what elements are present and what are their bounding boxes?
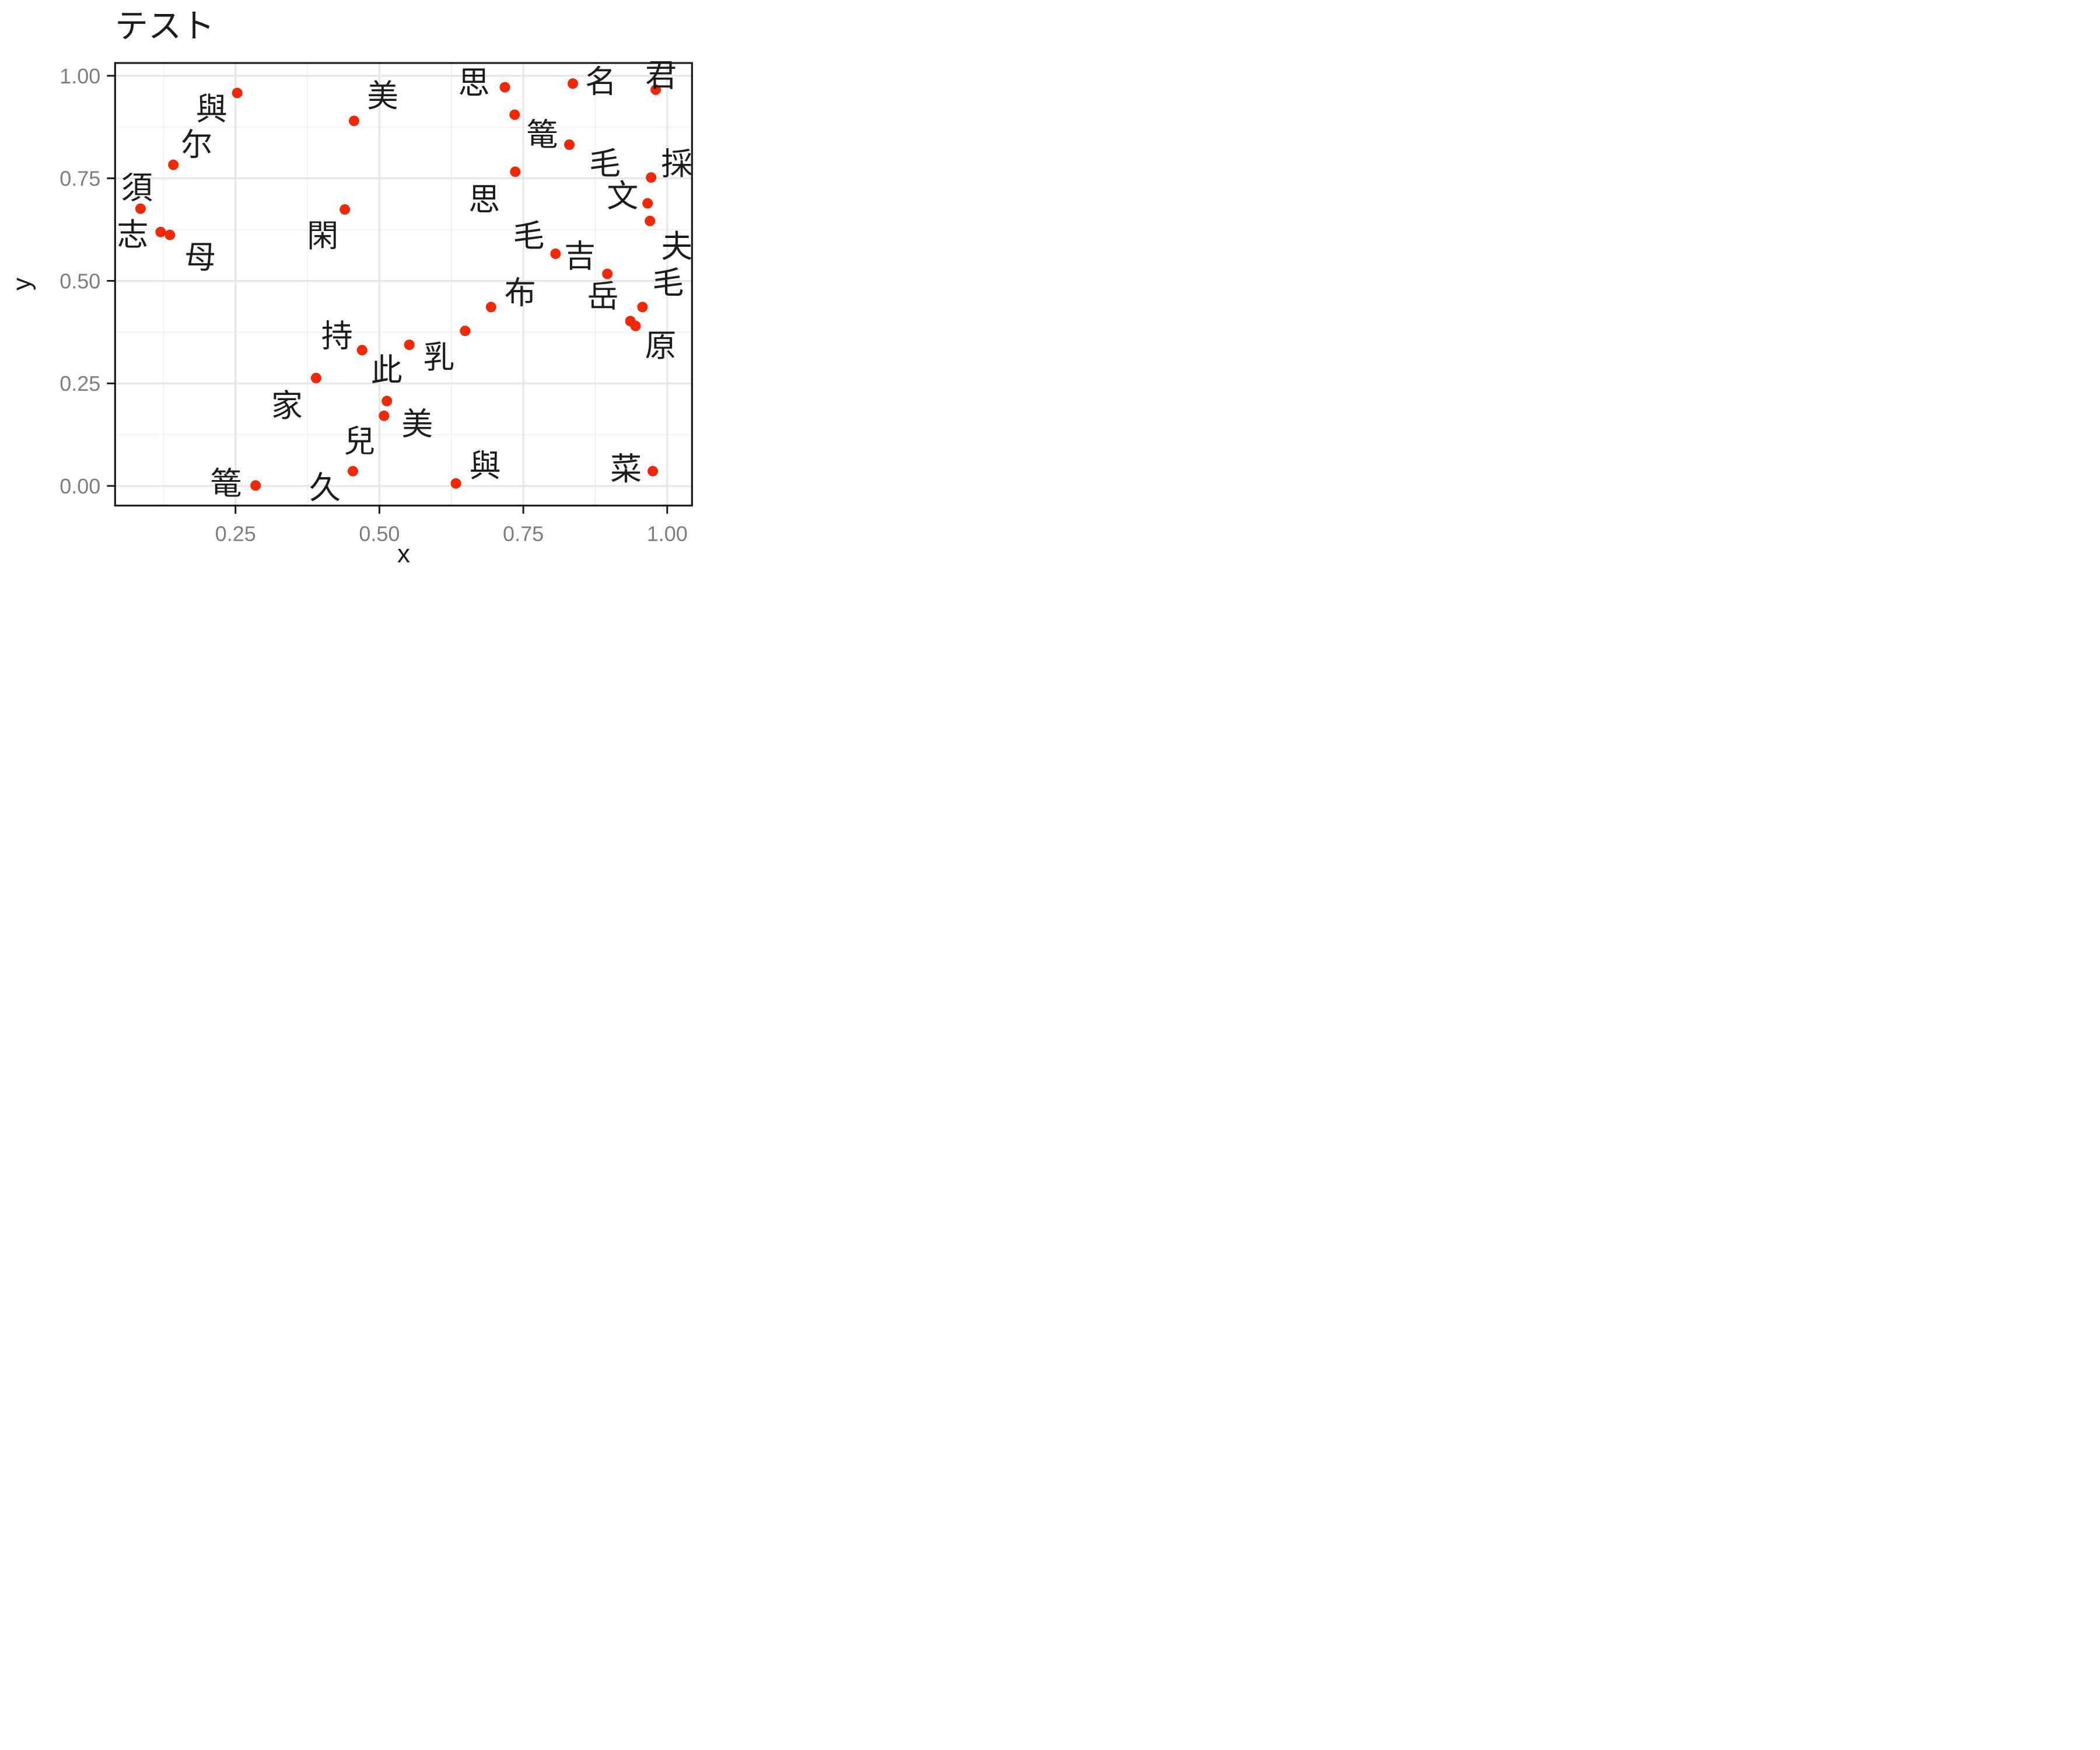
point-label: 閑: [307, 219, 338, 254]
point-label: 尔: [181, 128, 212, 163]
point-label: 志: [117, 218, 148, 253]
point-label: 思: [459, 66, 490, 101]
x-tick-label: 0.25: [215, 522, 256, 546]
scatter-point: [450, 478, 461, 489]
scatter-point: [645, 215, 656, 226]
scatter-point: [382, 396, 393, 407]
point-label: 持: [321, 318, 353, 354]
y-tick-label: 1.00: [60, 64, 100, 88]
scatter-point: [650, 84, 662, 95]
scatter-points: [135, 78, 662, 491]
point-label: 篭: [210, 466, 242, 501]
point-label: 毛: [513, 219, 544, 254]
y-axis-title: y: [8, 278, 36, 290]
scatter-point: [510, 166, 521, 177]
scatter-point: [356, 345, 368, 356]
scatter-point: [550, 249, 561, 259]
scatter-point: [310, 373, 321, 384]
point-label: 家: [271, 388, 303, 424]
axis-tick-labels: 0.25 0.50 0.75 1.00 0.00 0.25 0.50 0.75 1.00: [60, 64, 688, 546]
y-tick-label: 0.25: [60, 372, 100, 396]
point-label: 久: [309, 471, 341, 506]
point-label: 思: [468, 182, 500, 217]
point-label: 乳: [423, 340, 454, 375]
scatter-chart-figure: テスト 0.25 0.50 0.75 1.00 0.00 0.25 0.50 0.75 1.00…: [0, 0, 700, 583]
scatter-point: [379, 410, 390, 421]
point-label: 名: [585, 64, 617, 99]
y-tick-label: 0.50: [60, 269, 100, 293]
point-label: 吉: [564, 239, 596, 274]
point-label: 與: [470, 449, 501, 484]
panel-border: [114, 62, 693, 507]
point-label: 兒: [344, 424, 375, 459]
scatter-point: [349, 116, 359, 127]
point-label: 毛: [589, 146, 621, 181]
x-tick-label: 0.75: [503, 522, 544, 546]
scatter-point: [250, 480, 261, 491]
scatter-point: [232, 88, 243, 99]
axis-ticks: [107, 75, 668, 514]
scatter-point: [564, 139, 575, 150]
point-label: 菜: [610, 452, 642, 487]
y-tick-label: 0.00: [60, 474, 100, 498]
point-label: 布: [505, 275, 536, 310]
scatter-point: [509, 109, 520, 120]
point-label: 母: [184, 240, 216, 275]
scatter-point: [602, 268, 613, 279]
x-tick-label: 1.00: [647, 522, 688, 546]
scatter-point: [485, 302, 496, 313]
point-label: 須: [121, 171, 153, 206]
scatter-point: [637, 302, 648, 313]
panel-border-rect: [114, 62, 693, 507]
point-label: 此: [371, 353, 402, 388]
scatter-point: [648, 466, 659, 477]
gridlines-minor: [115, 63, 692, 506]
point-label: 夫: [661, 229, 692, 264]
x-tick-label: 0.50: [359, 522, 400, 546]
point-label: 原: [645, 328, 677, 363]
scatter-point: [460, 326, 471, 337]
scatter-point: [404, 340, 415, 351]
point-label: 採: [661, 146, 692, 181]
scatter-point: [155, 226, 166, 237]
point-label: 岳: [587, 279, 619, 314]
scatter-point: [642, 198, 653, 209]
point-label: 文: [607, 179, 638, 214]
point-labels: 與尔須志母美閑思篭名 君毛思採文夫毛吉毛岳原布乳此持家美兒久篭與菜: [117, 58, 692, 506]
point-label: 毛: [652, 265, 684, 300]
scatter-point: [499, 82, 510, 93]
scatter-point: [348, 466, 358, 477]
scatter-point: [646, 172, 657, 183]
point-label: 美: [367, 79, 398, 114]
scatter-point: [630, 320, 641, 331]
scatter-point: [568, 78, 578, 89]
chart-canvas: テスト 0.25 0.50 0.75 1.00 0.00 0.25 0.50 0.75 1.00…: [8, 8, 693, 568]
scatter-point: [168, 159, 179, 170]
x-axis-title: x: [397, 540, 410, 568]
point-label: 君: [645, 58, 677, 93]
point-label: 篭: [526, 118, 558, 153]
scatter-point: [340, 204, 351, 215]
y-tick-label: 0.75: [60, 167, 100, 191]
point-label: 美: [401, 407, 433, 442]
chart-title: テスト: [115, 8, 215, 45]
scatter-point: [164, 229, 176, 240]
point-label: 與: [196, 92, 228, 127]
gridlines-major: [115, 63, 692, 506]
scatter-point: [135, 203, 146, 214]
